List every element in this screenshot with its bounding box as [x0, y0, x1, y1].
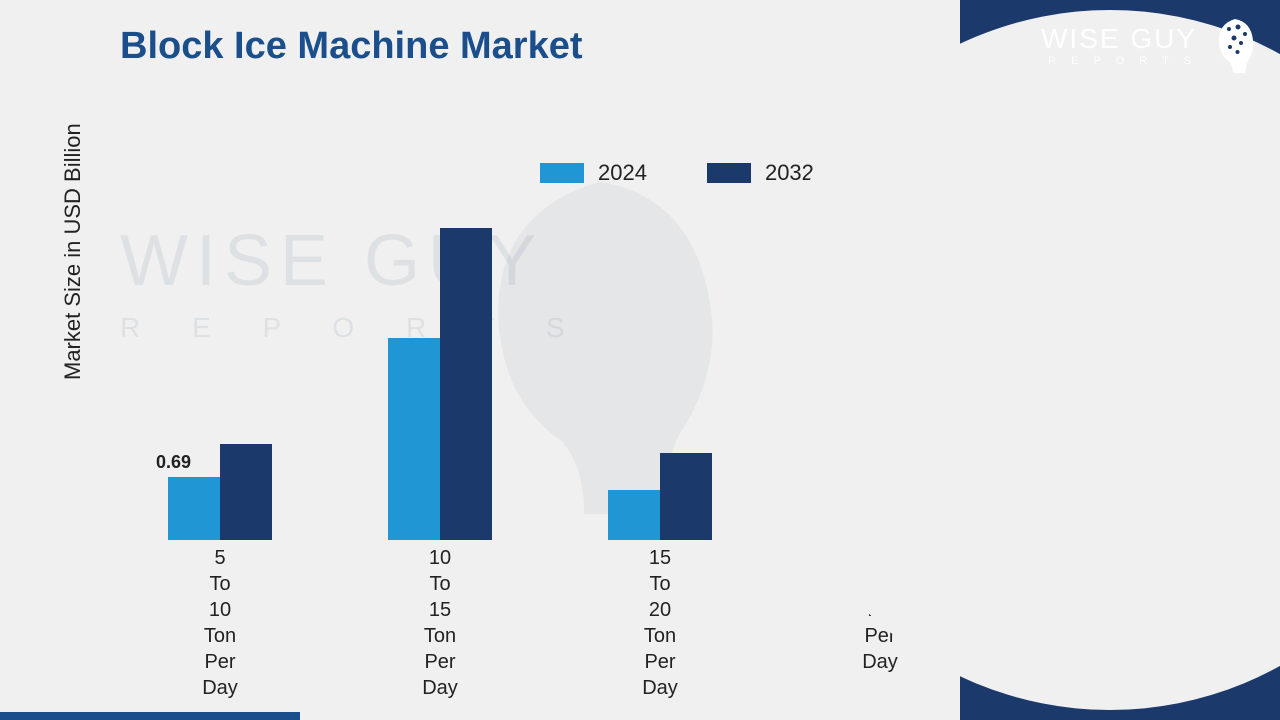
bar-2024 [168, 477, 220, 540]
bar-2032 [220, 444, 272, 540]
chart-title: Block Ice Machine Market [120, 25, 583, 68]
logo-line1: WISE GUY [1041, 23, 1197, 55]
bar-2024 [388, 338, 440, 540]
bar-2032 [660, 453, 712, 540]
legend-label-2032: 2032 [765, 160, 814, 186]
bottom-accent-bar [0, 712, 300, 720]
logo-line2: R E P O R T S [1041, 55, 1197, 67]
legend-label-2024: 2024 [598, 160, 647, 186]
logo-text: WISE GUY R E P O R T S [1041, 23, 1197, 67]
chart-legend: 2024 2032 [540, 160, 814, 186]
bar-2024 [608, 490, 660, 540]
legend-item-2032: 2032 [707, 160, 814, 186]
legend-swatch-2024 [540, 163, 584, 183]
y-axis-label: Market Size in USD Billion [60, 123, 86, 380]
logo-head-icon [1205, 15, 1265, 75]
bar-2032 [440, 228, 492, 540]
legend-item-2024: 2024 [540, 160, 647, 186]
legend-swatch-2032 [707, 163, 751, 183]
x-category-label: 10To15TonPerDay [380, 545, 500, 701]
x-category-label: 5To10TonPerDay [160, 545, 280, 701]
x-category-label: 15To20TonPerDay [600, 545, 720, 701]
bar-value-label: 0.69 [156, 452, 191, 473]
right-brand-panel [960, 0, 1280, 720]
brand-logo: WISE GUY R E P O R T S [1041, 15, 1265, 75]
